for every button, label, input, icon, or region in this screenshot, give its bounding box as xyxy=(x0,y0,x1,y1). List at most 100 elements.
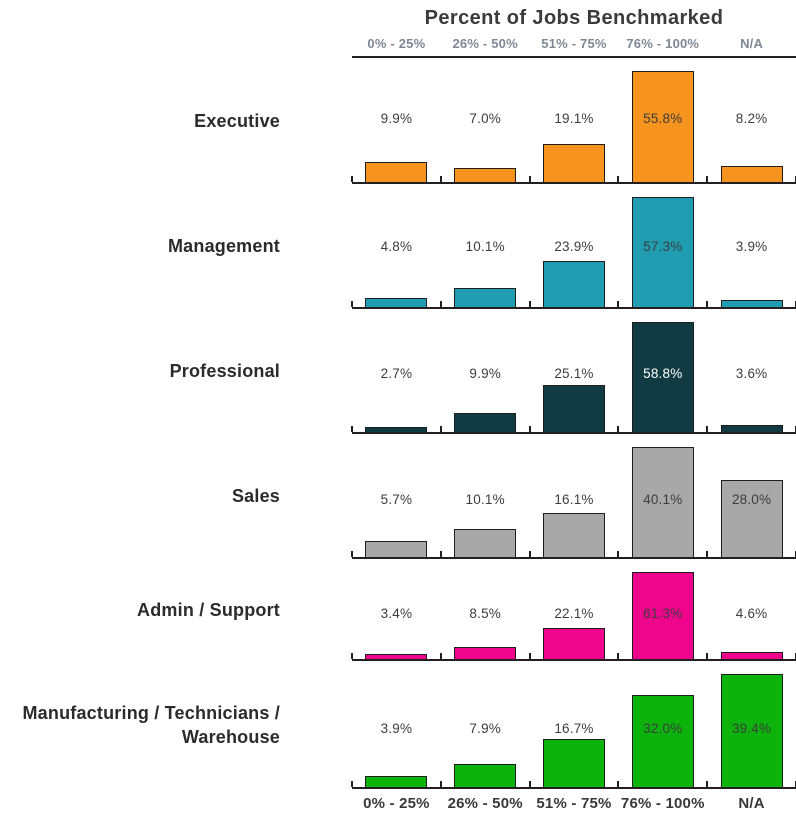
bar-management-0-25 xyxy=(365,298,428,307)
row-executive: Executive 9.9% 7.0% 19.1% 55.8% 8.2% xyxy=(0,58,796,184)
category-bottom-n-a: N/A xyxy=(738,795,765,812)
row-label-manufacturing-technicians-warehouse: Manufacturing / Technicians / Warehouse xyxy=(22,702,280,747)
value-label-manufacturing-technicians-warehouse-76-100: 32.0% xyxy=(643,721,683,736)
cell-admin-support-51-75: 22.1% xyxy=(530,559,619,659)
axis-tick xyxy=(439,176,442,182)
value-label-sales-76-100: 40.1% xyxy=(643,492,683,507)
bar-sales-51-75 xyxy=(542,513,605,557)
cell-admin-support-26-50: 8.5% xyxy=(441,559,530,659)
value-label-executive-76-100: 55.8% xyxy=(643,111,683,126)
cell-executive-26-50: 7.0% xyxy=(441,58,530,182)
axis-tick xyxy=(706,426,709,432)
cell-professional-76-100: 58.8% xyxy=(618,309,707,432)
axis-tick xyxy=(351,653,353,659)
axis-tick xyxy=(439,653,442,659)
bar-manufacturing-technicians-warehouse-51-75 xyxy=(542,739,605,787)
value-label-executive-0-25: 9.9% xyxy=(380,111,413,126)
bar-professional-51-75 xyxy=(542,385,605,432)
chart-header: Percent of Jobs Benchmarked 0% - 25% 26% … xyxy=(352,0,796,58)
value-label-management-51-75: 23.9% xyxy=(554,239,594,254)
row-label-cell-executive: Executive xyxy=(0,58,352,184)
bar-sales-0-25 xyxy=(365,541,428,557)
bar-manufacturing-technicians-warehouse-26-50 xyxy=(454,764,517,787)
value-label-management-76-100: 57.3% xyxy=(643,239,683,254)
row-plot-management: 4.8% 10.1% 23.9% 57.3% 3.9% xyxy=(351,184,796,309)
value-label-professional-51-75: 25.1% xyxy=(554,366,594,381)
row-plot-manufacturing-technicians-warehouse: 3.9% 7.9% 16.7% 32.0% 39.4% xyxy=(351,661,796,789)
axis-tick xyxy=(617,551,620,557)
axis-tick xyxy=(706,653,709,659)
category-headers-top: 0% - 25% 26% - 50% 51% - 75% 76% - 100% N/A xyxy=(352,30,796,58)
axis-tick xyxy=(528,781,531,787)
bar-management-51-75 xyxy=(542,261,605,307)
bar-professional-26-50 xyxy=(454,413,517,432)
cell-professional-26-50: 9.9% xyxy=(441,309,530,432)
axis-tick xyxy=(439,551,442,557)
bar-manufacturing-technicians-warehouse-n-a xyxy=(720,674,783,787)
cell-management-51-75: 23.9% xyxy=(530,184,619,307)
cell-management-n-a: 3.9% xyxy=(707,184,796,307)
row-label-admin-support: Admin / Support xyxy=(137,599,280,620)
value-label-professional-26-50: 9.9% xyxy=(469,366,501,381)
category-top-n-a: N/A xyxy=(740,36,764,51)
value-label-professional-76-100: 58.8% xyxy=(643,366,683,381)
row-plot-admin-support: 3.4% 8.5% 22.1% 61.3% 4.6% xyxy=(351,559,796,661)
value-label-admin-support-26-50: 8.5% xyxy=(469,606,501,621)
axis-tick xyxy=(528,301,531,307)
cell-admin-support-0-25: 3.4% xyxy=(352,559,441,659)
bar-admin-support-0-25 xyxy=(365,654,428,659)
category-bottom-51-75: 51% - 75% xyxy=(536,795,612,812)
value-label-manufacturing-technicians-warehouse-n-a: 39.4% xyxy=(731,721,772,736)
axis-tick xyxy=(706,176,709,182)
cell-manufacturing-technicians-warehouse-n-a: 39.4% xyxy=(707,661,796,787)
cell-executive-51-75: 19.1% xyxy=(530,58,619,182)
axis-tick xyxy=(617,301,620,307)
cell-admin-support-76-100: 61.3% xyxy=(618,559,707,659)
axis-tick xyxy=(351,176,353,182)
category-bottom-26-50: 26% - 50% xyxy=(447,795,523,812)
axis-tick xyxy=(706,551,709,557)
cell-manufacturing-technicians-warehouse-26-50: 7.9% xyxy=(441,661,530,787)
axis-tick xyxy=(351,301,353,307)
value-label-executive-51-75: 19.1% xyxy=(554,111,594,126)
cell-sales-26-50: 10.1% xyxy=(441,434,530,557)
value-label-professional-0-25: 2.7% xyxy=(380,366,413,381)
axis-tick xyxy=(528,551,531,557)
category-top-76-100: 76% - 100% xyxy=(626,36,700,51)
bar-admin-support-n-a xyxy=(720,652,783,659)
row-admin-support: Admin / Support 3.4% 8.5% 22.1% 61.3% 4.6% xyxy=(0,559,796,661)
cell-professional-51-75: 25.1% xyxy=(530,309,619,432)
chart-title: Percent of Jobs Benchmarked xyxy=(424,7,724,29)
cell-management-26-50: 10.1% xyxy=(441,184,530,307)
bar-professional-76-100 xyxy=(631,322,694,432)
axis-tick xyxy=(351,551,353,557)
category-bottom-76-100: 76% - 100% xyxy=(620,795,705,812)
chart-rows: Executive 9.9% 7.0% 19.1% 55.8% 8.2% Managemen… xyxy=(0,58,796,789)
value-label-manufacturing-technicians-warehouse-51-75: 16.7% xyxy=(554,721,594,736)
value-label-management-0-25: 4.8% xyxy=(380,239,413,254)
row-label-executive: Executive xyxy=(194,110,280,131)
bar-sales-76-100 xyxy=(631,447,694,557)
footer-spacer xyxy=(0,789,352,812)
bar-admin-support-51-75 xyxy=(542,628,605,659)
axis-tick xyxy=(351,426,353,432)
bar-admin-support-26-50 xyxy=(454,647,517,659)
cell-executive-0-25: 9.9% xyxy=(352,58,441,182)
row-label-cell-professional: Professional xyxy=(0,309,352,434)
bar-executive-76-100 xyxy=(631,71,694,182)
axis-tick xyxy=(617,653,620,659)
row-label-cell-management: Management xyxy=(0,184,352,309)
axis-tick xyxy=(528,176,531,182)
value-label-sales-n-a: 28.0% xyxy=(731,492,772,507)
cell-manufacturing-technicians-warehouse-51-75: 16.7% xyxy=(530,661,619,787)
row-plot-professional: 2.7% 9.9% 25.1% 58.8% 3.6% xyxy=(351,309,796,434)
row-label-management: Management xyxy=(167,236,280,257)
row-label-cell-admin-support: Admin / Support xyxy=(0,559,352,661)
category-headers-bottom: 0% - 25% 26% - 50% 51% - 75% 76% - 100% N/A xyxy=(352,789,796,812)
axis-tick xyxy=(706,781,709,787)
cell-executive-76-100: 55.8% xyxy=(618,58,707,182)
cell-sales-51-75: 16.1% xyxy=(530,434,619,557)
bar-sales-26-50 xyxy=(454,529,517,557)
row-professional: Professional 2.7% 9.9% 25.1% 58.8% 3.6% xyxy=(0,309,796,434)
